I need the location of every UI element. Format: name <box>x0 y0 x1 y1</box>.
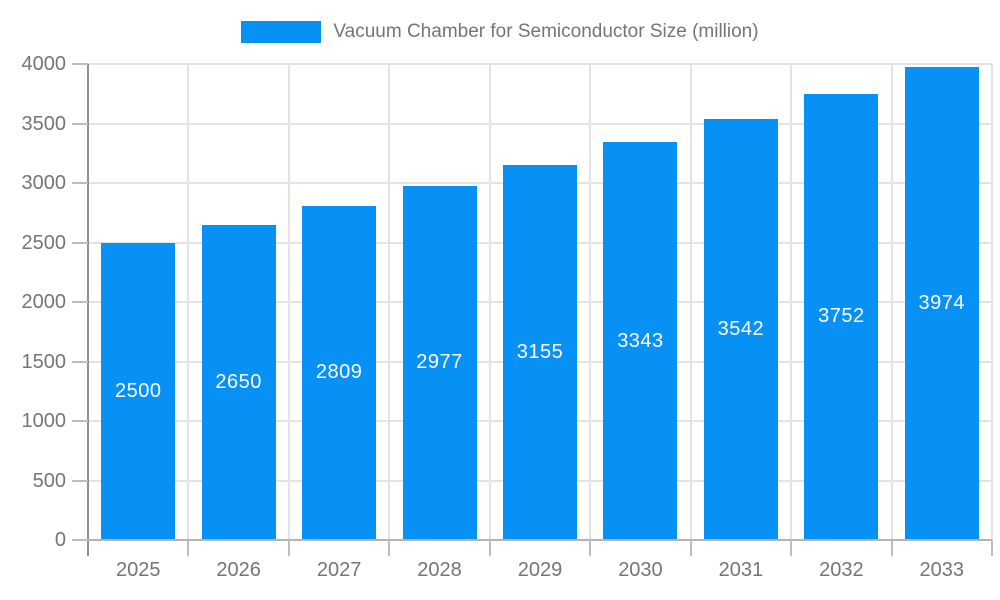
y-tick-label: 0 <box>54 529 66 551</box>
x-tick <box>488 540 491 556</box>
bar: 2809 <box>302 205 377 540</box>
y-tick <box>72 301 88 303</box>
bar-value-label: 3752 <box>818 305 865 328</box>
y-tick-label: 4000 <box>21 53 67 75</box>
x-axis-line <box>72 539 992 541</box>
bar: 3343 <box>603 142 678 540</box>
y-tick <box>72 360 88 363</box>
bar: 2500 <box>101 242 176 540</box>
y-tick-label: 1500 <box>21 350 67 373</box>
v-gridline <box>187 64 190 540</box>
y-tick-label: 3500 <box>21 112 67 135</box>
x-tick <box>187 540 190 556</box>
bar: 3155 <box>503 164 577 540</box>
x-tick <box>790 540 793 556</box>
x-tick-label: 2032 <box>819 559 864 581</box>
v-gridline <box>287 64 290 540</box>
y-tick-label: 2000 <box>21 291 67 313</box>
x-tick-label: 2026 <box>216 559 261 581</box>
x-tick-label: 2030 <box>618 559 663 581</box>
bar-value-label: 2500 <box>114 379 162 402</box>
y-axis-line <box>87 64 89 556</box>
y-tick <box>72 479 88 482</box>
x-tick <box>890 540 893 556</box>
y-tick <box>72 63 88 65</box>
h-gridline <box>88 63 992 65</box>
x-tick-label: 2027 <box>316 559 362 581</box>
bar-value-label: 3155 <box>516 340 564 363</box>
v-gridline <box>589 64 592 540</box>
x-tick-label: 2028 <box>417 559 462 581</box>
bar: 3752 <box>804 93 879 540</box>
bar: 3974 <box>904 67 979 540</box>
legend-label: Vacuum Chamber for Semiconductor Size (m… <box>333 21 759 42</box>
bar: 2650 <box>201 224 276 540</box>
x-tick-label: 2033 <box>919 559 965 581</box>
bar: 2977 <box>402 185 477 540</box>
y-tick <box>72 241 88 244</box>
bar-value-label: 3343 <box>617 329 664 352</box>
x-tick-label: 2031 <box>718 559 764 581</box>
v-gridline <box>689 64 692 540</box>
x-tick-label: 2025 <box>115 559 161 581</box>
x-tick-label: 2029 <box>517 559 563 581</box>
y-tick <box>72 539 88 541</box>
bar-value-label: 3542 <box>717 317 765 340</box>
x-tick <box>287 540 290 556</box>
y-tick <box>72 122 88 125</box>
x-tick <box>689 540 692 556</box>
v-gridline <box>790 64 793 540</box>
y-tick-label: 3000 <box>21 172 67 194</box>
y-tick <box>72 420 88 422</box>
bar-value-label: 3974 <box>918 292 966 315</box>
y-tick-label: 2500 <box>21 231 67 254</box>
v-gridline <box>890 64 893 540</box>
y-tick-label: 500 <box>32 469 66 492</box>
y-tick <box>72 182 88 184</box>
x-tick <box>388 540 391 556</box>
bar-value-label: 2977 <box>416 351 463 374</box>
v-gridline <box>488 64 491 540</box>
v-gridline <box>388 64 391 540</box>
x-tick <box>991 540 993 556</box>
bar-value-label: 2650 <box>215 370 262 393</box>
legend-swatch-icon <box>241 21 322 43</box>
h-gridline <box>88 122 992 125</box>
x-tick <box>589 540 592 556</box>
legend: Vacuum Chamber for Semiconductor Size (m… <box>0 21 1000 43</box>
bar: 3542 <box>703 118 778 540</box>
bar-value-label: 2809 <box>315 361 363 384</box>
y-tick-label: 1000 <box>21 410 67 432</box>
v-gridline <box>991 64 993 540</box>
